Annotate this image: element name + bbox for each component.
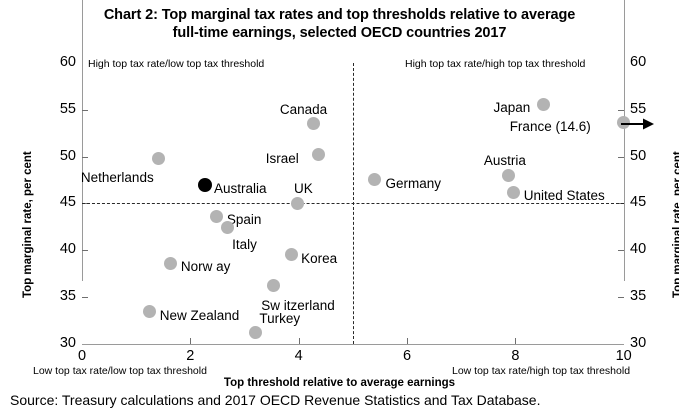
- data-point[interactable]: [210, 209, 224, 223]
- data-point-label: Austria: [483, 153, 526, 169]
- x-axis-line: [82, 343, 624, 345]
- data-point-label: Norw ay: [180, 259, 231, 275]
- y-tick-label-right: 60: [630, 54, 647, 70]
- y-tick-right: [617, 156, 624, 158]
- data-point[interactable]: [284, 248, 298, 262]
- data-point[interactable]: [617, 116, 631, 130]
- data-point-label: Israel: [265, 150, 299, 166]
- data-point[interactable]: [507, 185, 521, 199]
- data-point-label: Turkey: [259, 311, 301, 327]
- x-tick-label: 2: [186, 348, 195, 364]
- x-tick-label: 6: [402, 348, 412, 364]
- data-point-label: Korea: [301, 250, 338, 266]
- y-tick-label-left: 45: [59, 194, 76, 211]
- data-point[interactable]: [502, 168, 516, 182]
- data-point[interactable]: [290, 196, 304, 210]
- x-tick-label: 4: [294, 348, 303, 364]
- data-point-label: Sw itzerland: [261, 297, 335, 313]
- x-tick: [190, 338, 192, 344]
- data-point-label: Italy: [232, 236, 257, 252]
- annotation-top-right: High top tax rate/high top tax threshold: [405, 58, 586, 70]
- y-axis-left-line: [82, 0, 83, 281]
- data-point[interactable]: [164, 256, 178, 270]
- y-tick-label-left: 60: [59, 54, 76, 70]
- y-tick-label-right: 50: [630, 147, 647, 164]
- data-point-label: United States: [523, 188, 605, 204]
- france-offscale-arrow-icon: [621, 118, 654, 130]
- chart-title-line1: Chart 2: Top marginal tax rates and top …: [103, 7, 576, 23]
- annotation-bottom-left: Low top tax rate/low top tax threshold: [33, 365, 207, 377]
- data-point[interactable]: [152, 151, 166, 165]
- y-axis-title-left: Top marginal rate, per cent: [22, 151, 34, 298]
- data-point-label: UK: [294, 181, 313, 197]
- x-tick: [298, 338, 300, 344]
- x-tick-label: 0: [77, 348, 87, 364]
- data-point[interactable]: [248, 325, 262, 339]
- x-tick: [515, 338, 517, 344]
- y-tick-right: [617, 109, 624, 111]
- annotation-top-left: High top tax rate/low top tax threshold: [88, 58, 265, 70]
- y-tick-label-left: 40: [59, 241, 76, 257]
- x-tick-label: 10: [615, 348, 632, 364]
- y-tick-right: [617, 296, 624, 298]
- source-note: Source: Treasury calculations and 2017 O…: [10, 392, 541, 408]
- y-tick-label-left: 50: [59, 147, 76, 164]
- y-tick-right: [617, 250, 624, 251]
- y-tick-label-right: 30: [630, 334, 647, 351]
- y-axis-title-right: Top marginal rate, per cent: [672, 151, 679, 298]
- reference-line-vertical: [352, 63, 354, 344]
- data-point-label: Canada: [279, 101, 328, 117]
- x-tick: [407, 338, 409, 344]
- x-tick-label: 8: [511, 348, 520, 364]
- data-point[interactable]: [312, 148, 326, 162]
- data-point-label: New Zealand: [159, 307, 240, 323]
- data-point[interactable]: [307, 117, 321, 131]
- data-point[interactable]: [197, 177, 212, 192]
- data-point[interactable]: [537, 97, 551, 111]
- chart-title-line2: full-time earnings, selected OECD countr…: [172, 25, 507, 41]
- y-tick-label-right: 45: [630, 194, 647, 211]
- data-point[interactable]: [220, 221, 234, 235]
- y-tick-left: [82, 250, 88, 251]
- annotation-bottom-right: Low top tax rate/high top tax threshold: [452, 365, 631, 377]
- data-point-label: Australia: [213, 180, 267, 196]
- data-point-label: Spain: [226, 212, 262, 228]
- y-tick-label-right: 35: [630, 287, 647, 304]
- y-tick-label-left: 35: [59, 287, 76, 304]
- data-point-label: Netherlands: [80, 170, 154, 186]
- data-point[interactable]: [143, 305, 157, 319]
- data-point-label: Japan: [493, 100, 531, 116]
- data-point-label: Germany: [385, 175, 442, 191]
- y-tick-left: [82, 109, 88, 111]
- y-tick-label-left: 30: [59, 334, 76, 351]
- data-point[interactable]: [266, 279, 280, 293]
- data-point-label: France (14.6): [509, 118, 591, 134]
- y-tick-label-right: 55: [630, 100, 647, 117]
- y-axis-right-line: [623, 0, 625, 281]
- y-tick-left: [82, 296, 88, 298]
- y-tick-left: [82, 156, 88, 158]
- data-point[interactable]: [368, 173, 382, 187]
- y-tick-label-right: 40: [630, 241, 647, 257]
- x-axis-title: Top threshold relative to average earnin…: [223, 377, 456, 389]
- chart-title: Chart 2: Top marginal tax rates and top …: [0, 6, 679, 42]
- y-tick-label-left: 55: [59, 100, 76, 117]
